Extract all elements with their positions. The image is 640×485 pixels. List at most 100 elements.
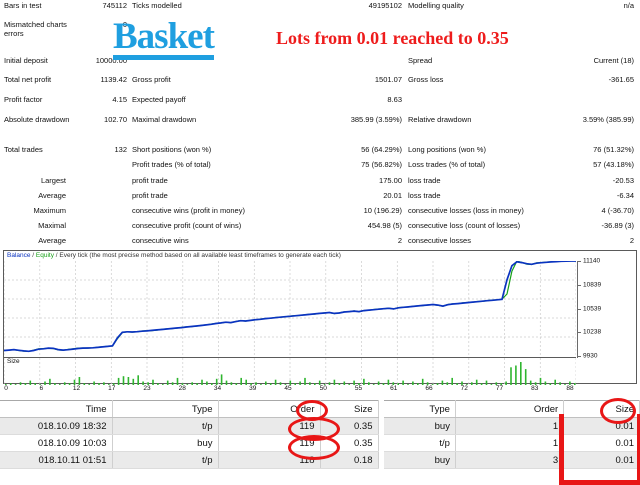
table-row[interactable]: 018.10.11 01:51 t/p 118 0.18	[0, 451, 379, 469]
report-label-3: loss trade	[408, 191, 441, 200]
report-row: Total trades 132 Short positions (won %) 56…	[0, 145, 640, 155]
report-value-3: 3.59% (385.99)	[582, 115, 634, 124]
x-axis-tick-label: 88	[566, 385, 574, 392]
report-row: Average consecutive wins 2 consecutive loss…	[0, 236, 640, 246]
report-label-3: Gross loss	[408, 75, 444, 84]
report-label-1: Average	[38, 191, 66, 200]
table-row[interactable]: 018.10.09 18:32 t/p 119 0.35	[0, 417, 379, 435]
report-row: Profit trades (% of total) 75 (56.82%) Los…	[0, 160, 640, 170]
report-value-2: 49195102	[368, 1, 402, 10]
table-header-row: Type Order Size	[384, 400, 640, 418]
report-value-2: 20.01	[383, 191, 402, 200]
cell-order: 119	[218, 434, 321, 452]
x-axis-tick-label: 72	[460, 385, 468, 392]
report-label-2: Ticks modelled	[132, 1, 182, 10]
report-row: Maximum consecutive wins (profit in money…	[0, 206, 640, 216]
trade-table-left[interactable]: Time Type Order Size 018.10.09 18:32 t/p 119 0…	[0, 400, 379, 469]
cell-order: 3	[455, 451, 565, 469]
column-header-time[interactable]: Time	[0, 400, 113, 418]
x-axis-tick-label: 23	[143, 385, 151, 392]
report-value-2: 10 (196.29)	[363, 206, 402, 215]
column-header-order[interactable]: Order	[455, 400, 565, 418]
report-label-2: profit trade	[132, 191, 168, 200]
cell-size: 0.18	[320, 451, 379, 469]
cell-time: 018.10.09 10:03	[0, 434, 113, 452]
report-value-1: 1139.42	[100, 75, 127, 84]
report-value-1: 132	[114, 145, 127, 154]
y-axis-tick-label: 9930	[583, 352, 598, 360]
report-row: Largest profit trade 175.00 loss trade -20.5…	[0, 176, 640, 186]
x-axis-tick-label: 83	[531, 385, 539, 392]
size-panel-label: Size	[7, 358, 22, 365]
report-label-3: consecutive losses (loss in money)	[408, 206, 524, 215]
report-label-1: Total net profit	[4, 75, 52, 84]
report-label-2: Maximal drawdown	[132, 115, 197, 124]
report-label-1: Maximum	[33, 206, 66, 215]
cell-time: 018.10.09 18:32	[0, 417, 113, 435]
y-axis-tick-label: 10238	[583, 328, 602, 336]
report-label-1: Maximal	[38, 221, 66, 230]
column-header-type[interactable]: Type	[112, 400, 219, 418]
report-row: Bars in test 745112 Ticks modelled 49195102…	[0, 1, 640, 11]
x-axis-tick-label: 45	[284, 385, 292, 392]
cell-type: buy	[384, 451, 456, 469]
report-value-3: 76 (51.32%)	[593, 145, 634, 154]
report-value-3: Current (18)	[593, 56, 634, 65]
trade-table-right[interactable]: Type Order Size buy 1 0.01 t/p 1 0.01 buy 3 0.01	[384, 400, 640, 469]
chart-legend: Balance / Equity / Every tick (the most …	[7, 252, 341, 259]
column-header-size[interactable]: Size	[563, 400, 640, 418]
column-header-type[interactable]: Type	[384, 400, 456, 418]
y-axis-tick	[577, 284, 581, 286]
table-row[interactable]: 018.10.09 10:03 buy 119 0.35	[0, 434, 379, 452]
report-label-3: Spread	[408, 56, 433, 65]
x-axis-tick-label: 17	[108, 385, 116, 392]
report-value-2: 8.63	[387, 95, 402, 104]
report-value-2: 454.98 (5)	[367, 221, 402, 230]
brand-tagline: Lots from 0.01 reached to 0.35	[276, 28, 509, 48]
legend-method: Every tick (the most precise method base…	[59, 252, 341, 259]
report-value-2: 2	[397, 236, 402, 245]
table-row[interactable]: buy 3 0.01	[384, 451, 640, 469]
table-row[interactable]: buy 1 0.01	[384, 417, 640, 435]
report-value-2: 1501.07	[374, 75, 402, 84]
cell-order: 1	[455, 417, 565, 435]
report-label-1: Total trades	[4, 145, 43, 154]
x-axis-tick-label: 66	[425, 385, 433, 392]
report-label-2: Profit trades (% of total)	[132, 160, 211, 169]
report-value-3: -36.89 (3)	[601, 221, 634, 230]
cell-order: 1	[455, 434, 565, 452]
report-label-2: consecutive profit (count of wins)	[132, 221, 242, 230]
report-row: Total net profit 1139.42 Gross profit 1501.…	[0, 75, 640, 85]
report-label-2: consecutive wins	[132, 236, 189, 245]
report-label-2: Expected payoff	[132, 95, 186, 104]
report-row: Maximal consecutive profit (count of wins…	[0, 221, 640, 231]
report-label-3: Long positions (won %)	[408, 145, 486, 154]
table-header-row: Time Type Order Size	[0, 400, 379, 418]
report-value-1: 0	[122, 20, 127, 29]
report-value-2: 175.00	[379, 176, 402, 185]
brand-title: Basket	[113, 18, 215, 60]
column-header-order[interactable]: Order	[218, 400, 321, 418]
y-axis-tick	[577, 356, 581, 357]
y-axis-tick	[577, 332, 581, 334]
cell-size: 0.01	[563, 417, 640, 435]
report-value-1: 4.15	[112, 95, 127, 104]
report-row: Absolute drawdown 102.70 Maximal drawdown 3…	[0, 115, 640, 125]
report-row: Initial deposit 10000.00 Spread Current (18…	[0, 56, 640, 66]
chart-x-axis: 0 6 12 17 23 28 34 39 45 50 55 61 66 72 77 83 88	[3, 384, 637, 398]
table-row[interactable]: t/p 1 0.01	[384, 434, 640, 452]
y-axis-tick-label: 11140	[583, 257, 601, 265]
x-axis-tick-label: 61	[390, 385, 398, 392]
column-header-size[interactable]: Size	[320, 400, 379, 418]
report-value-1: 10000.00	[95, 56, 127, 65]
cell-type: t/p	[384, 434, 456, 452]
chart-size-panel: Size	[4, 357, 576, 385]
x-axis-tick-label: 28	[178, 385, 186, 392]
cell-type: t/p	[112, 451, 219, 469]
legend-equity: Equity	[35, 252, 54, 259]
report-label-1: Profit factor	[4, 95, 43, 104]
report-label-3: Loss trades (% of total)	[408, 160, 486, 169]
report-label-2: consecutive wins (profit in money)	[132, 206, 245, 215]
report-label-3: Relative drawdown	[408, 115, 472, 124]
x-axis-tick-label: 39	[249, 385, 257, 392]
